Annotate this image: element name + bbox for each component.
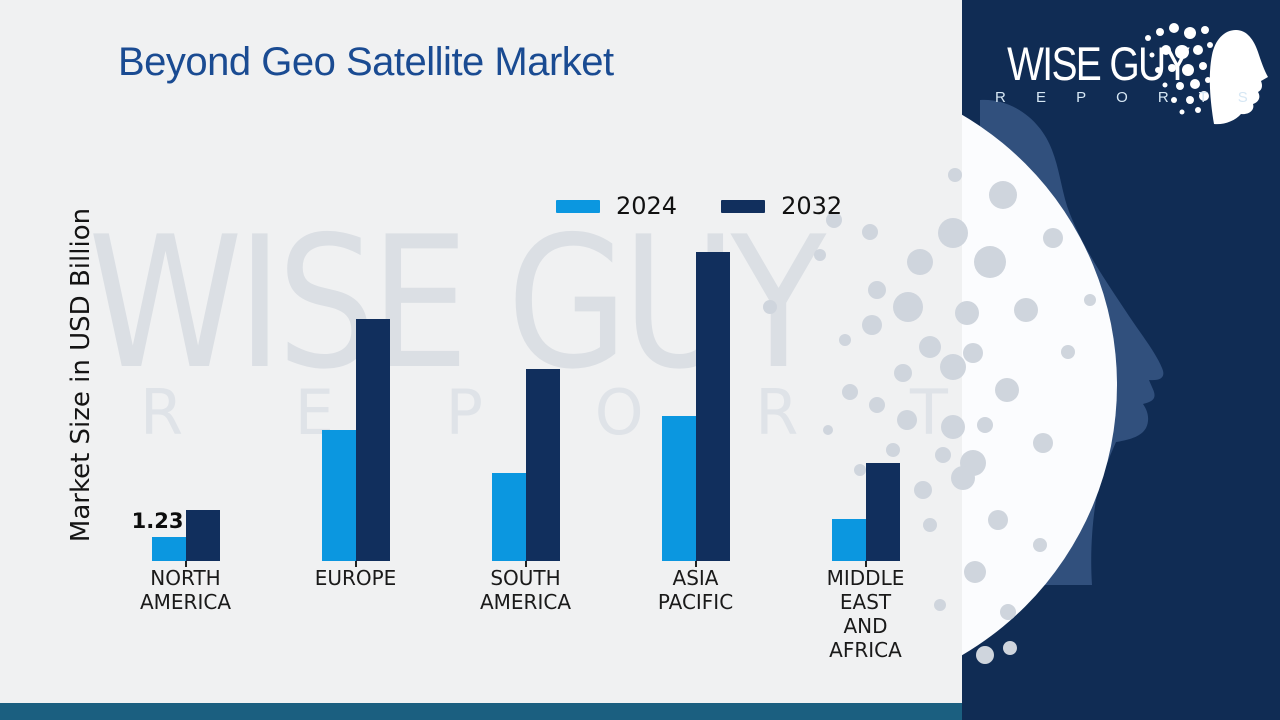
legend-label-2024: 2024: [616, 192, 678, 220]
bar-2032-middle-east-and-africa: [865, 463, 900, 561]
category-label-south-america: SOUTH AMERICA: [479, 566, 571, 614]
logo-subtext: R E P O R T S: [995, 89, 1261, 106]
x-axis-tick: [864, 561, 867, 567]
category-label-middle-east-and-africa: MIDDLE EAST AND AFRICA: [826, 566, 905, 662]
bar-2024-middle-east-and-africa: [831, 519, 866, 561]
bar-2024-europe: [321, 430, 356, 561]
watermark-subtext: R E P O R T S: [140, 376, 1145, 449]
logo-wordmark: WISE GUY: [1007, 37, 1190, 90]
x-axis-tick: [354, 561, 357, 567]
x-axis-tick: [694, 561, 697, 567]
bar-2024-south-america: [491, 473, 526, 561]
bottom-accent-bar: [0, 703, 962, 720]
legend: 2024 2032: [556, 192, 842, 220]
bar-2032-south-america: [525, 369, 560, 561]
legend-item-2032: 2032: [721, 192, 842, 220]
data-label-north-america-2024: 1.23: [131, 509, 184, 533]
legend-item-2024: 2024: [556, 192, 677, 220]
category-label-asia-pacific: ASIA PACIFIC: [657, 566, 734, 614]
bar-chart-plot: 1.23: [131, 252, 900, 561]
bar-2032-europe: [355, 319, 390, 561]
x-axis-tick: [184, 561, 187, 567]
legend-swatch-2032: [721, 199, 766, 213]
category-label-europe: EUROPE: [314, 566, 397, 590]
bar-2024-asia-pacific: [661, 416, 696, 561]
legend-swatch-2024: [556, 199, 600, 213]
category-label-north-america: NORTH AMERICA: [139, 566, 231, 614]
legend-label-2032: 2032: [781, 192, 843, 220]
bar-2024-north-america: [151, 537, 186, 561]
logo-head-dots: [1145, 23, 1268, 125]
moon-craters: [763, 168, 1096, 664]
bar-2032-north-america: [185, 510, 220, 561]
logo-head-icon: [1209, 30, 1268, 125]
bar-2032-asia-pacific: [695, 252, 730, 561]
page-title: Beyond Geo Satellite Market: [118, 40, 614, 84]
x-axis-tick: [524, 561, 527, 567]
